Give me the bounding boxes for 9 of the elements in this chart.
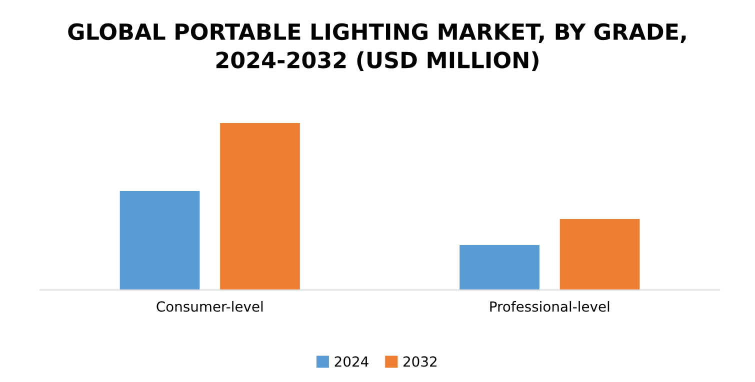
bar xyxy=(120,190,200,290)
legend-label: 2032 xyxy=(404,356,436,367)
chart-title: GLOBAL PORTABLE LIGHTING MARKET, BY GRADE, 2024-2032 (USD MILLION) xyxy=(68,23,686,71)
legend-label: 2024 xyxy=(334,356,368,367)
bar xyxy=(460,245,540,290)
bar xyxy=(560,218,640,290)
x-tick-label: Consumer-level xyxy=(156,301,263,312)
x-tick-label: Professional-level xyxy=(490,301,610,312)
bar xyxy=(220,123,300,290)
